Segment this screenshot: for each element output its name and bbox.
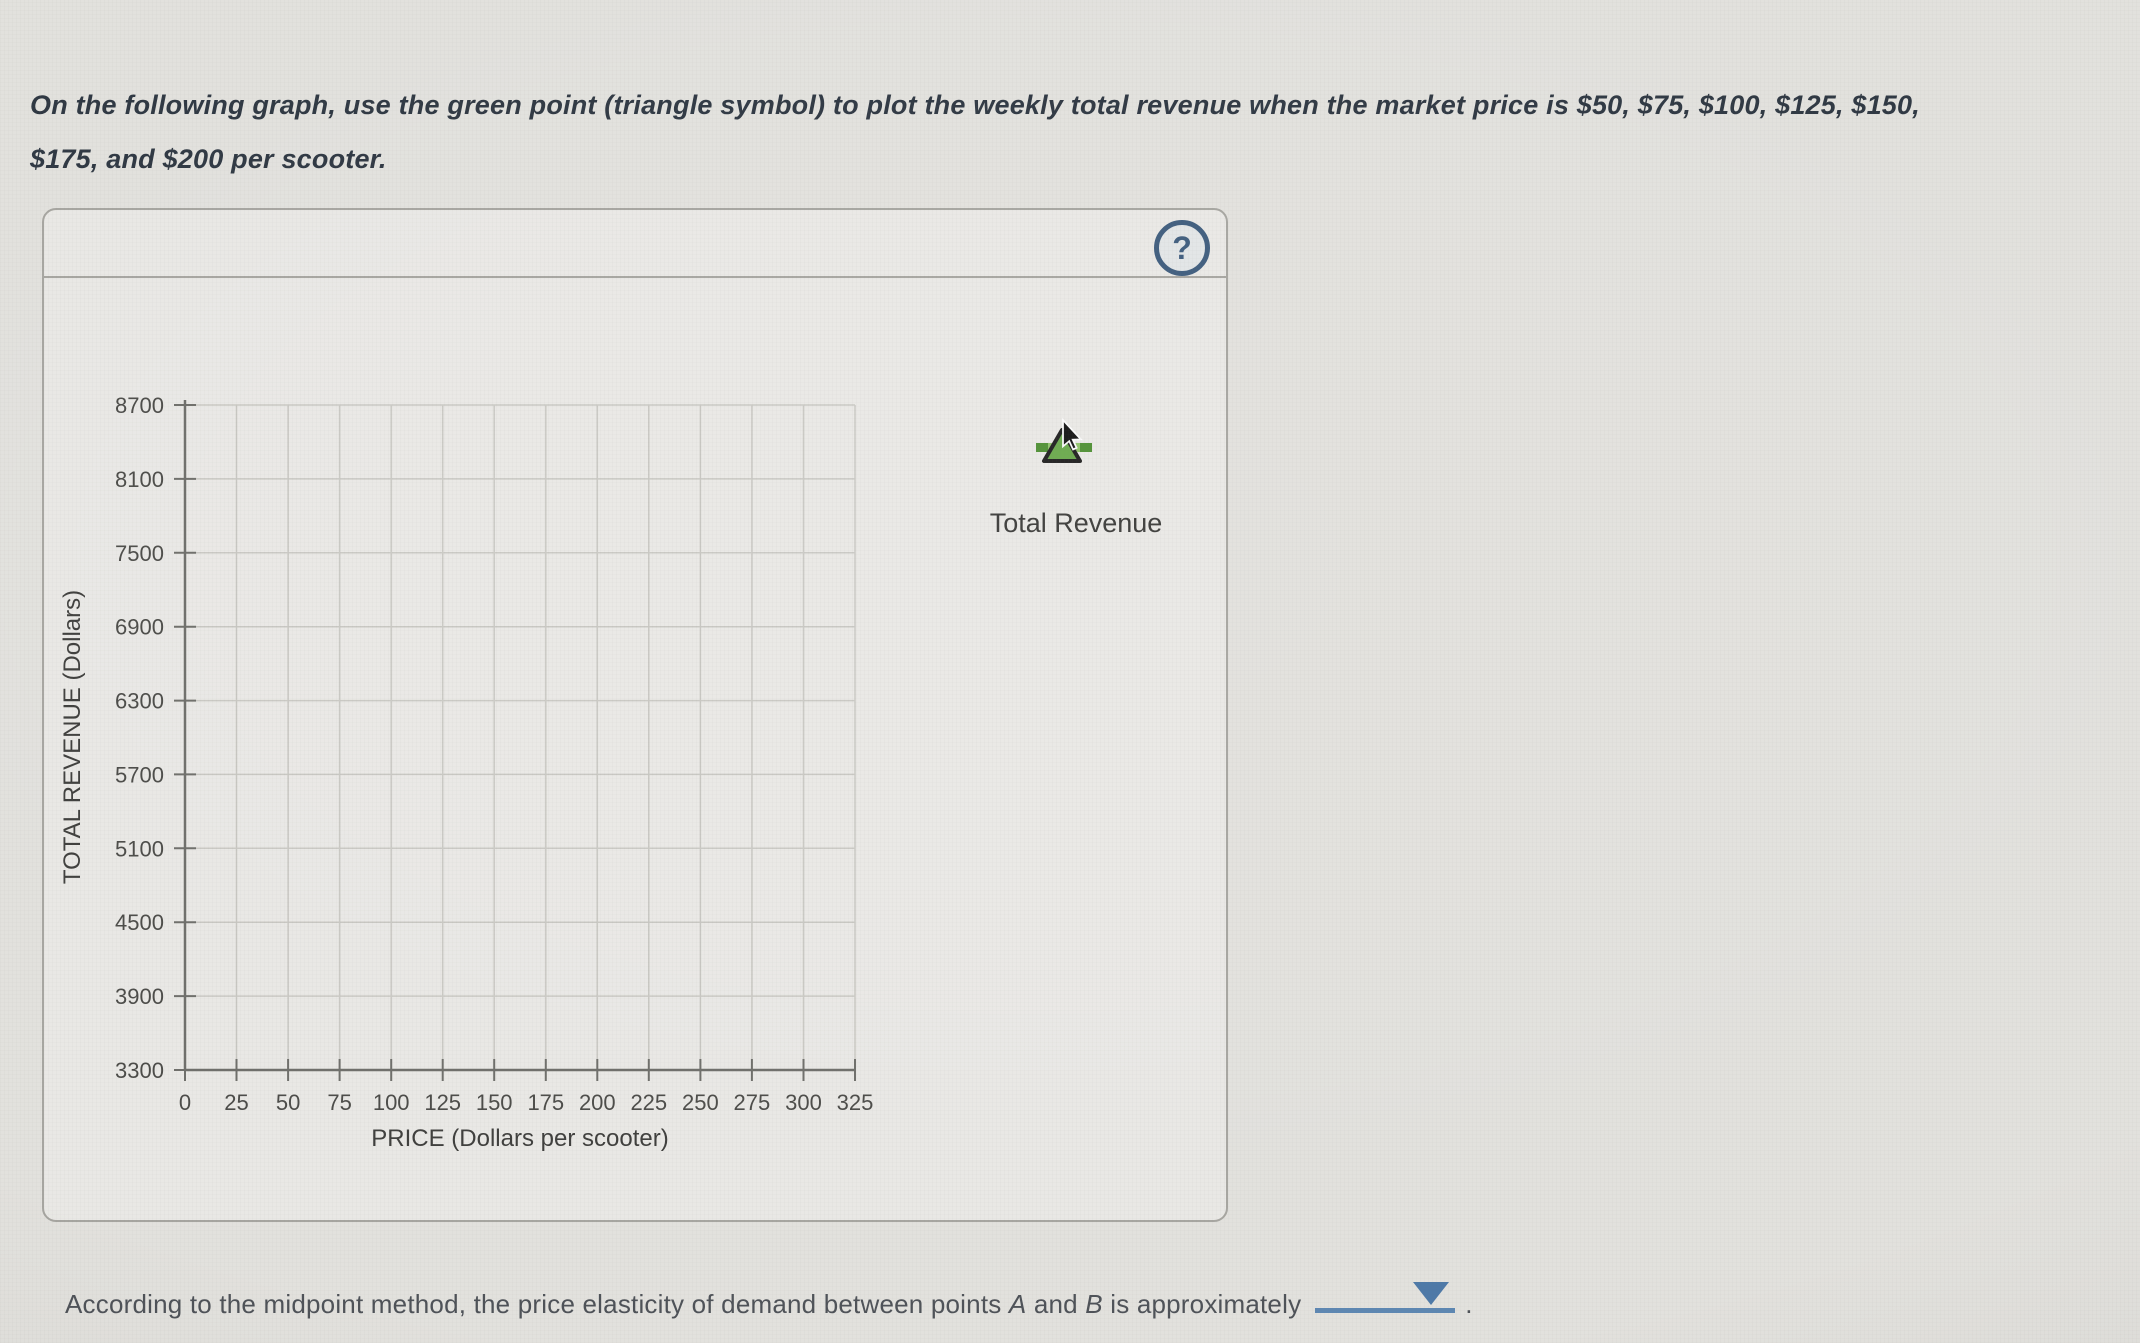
x-tick-marks xyxy=(184,1059,856,1081)
legend-label: Total Revenue xyxy=(990,508,1163,538)
x-tick-label: 250 xyxy=(682,1090,719,1115)
y-axis-title: TOTAL REVENUE (Dollars) xyxy=(59,590,86,884)
y-tick-label: 3900 xyxy=(115,984,164,1009)
y-tick-label: 3300 xyxy=(115,1058,164,1083)
x-tick-label: 125 xyxy=(424,1090,461,1115)
x-tick-label: 175 xyxy=(527,1090,564,1115)
y-tick-label: 6900 xyxy=(115,615,164,640)
y-tick-label: 7500 xyxy=(115,541,164,566)
legend-line-handle-left xyxy=(1036,443,1048,452)
instruction-text: On the following graph, use the green po… xyxy=(30,78,1920,186)
x-tick-label: 325 xyxy=(837,1090,874,1115)
graph-panel: ? xyxy=(42,208,1228,1222)
gridlines xyxy=(185,404,856,1070)
mouse-cursor-icon xyxy=(1062,417,1083,451)
x-tick-label: 75 xyxy=(327,1090,351,1115)
x-axis-title: PRICE (Dollars per scooter) xyxy=(371,1125,668,1152)
y-tick-label: 4500 xyxy=(115,910,164,935)
x-tick-label: 225 xyxy=(630,1090,667,1115)
y-tick-label: 5100 xyxy=(115,836,164,861)
point-a-label: A xyxy=(1008,1289,1027,1319)
y-tick-label: 5700 xyxy=(115,762,164,787)
x-tick-label: 0 xyxy=(179,1090,191,1115)
help-icon[interactable]: ? xyxy=(1154,220,1210,276)
question-before: According to the midpoint method, the pr… xyxy=(65,1289,1009,1319)
revenue-chart[interactable]: 8700 8100 7500 6900 6300 5700 5100 4500 … xyxy=(44,210,1226,1220)
question-period: . xyxy=(1465,1289,1473,1319)
elasticity-dropdown[interactable] xyxy=(1315,1280,1456,1313)
y-tick-marks xyxy=(174,404,196,1071)
x-tick-label: 200 xyxy=(579,1090,616,1115)
instruction-line-1: On the following graph, use the green po… xyxy=(30,90,1920,120)
y-tick-label: 8700 xyxy=(115,393,164,418)
legend-line-handle-right xyxy=(1080,443,1092,452)
axes xyxy=(183,400,855,1072)
question-mid: and xyxy=(1026,1289,1086,1319)
instruction-line-2: $175, and $200 per scooter. xyxy=(30,144,387,174)
x-tick-label: 275 xyxy=(734,1090,771,1115)
y-tick-labels: 8700 8100 7500 6900 6300 5700 5100 4500 … xyxy=(115,393,164,1083)
x-tick-label: 50 xyxy=(276,1090,300,1115)
x-tick-labels: 0 25 50 75 100 125 150 175 200 225 250 2… xyxy=(179,1090,873,1115)
x-tick-label: 150 xyxy=(476,1090,513,1115)
point-b-label: B xyxy=(1085,1289,1103,1319)
question-text: According to the midpoint method, the pr… xyxy=(65,1280,1473,1320)
y-tick-label: 8100 xyxy=(115,467,164,492)
x-tick-label: 25 xyxy=(224,1090,248,1115)
dropdown-caret-icon xyxy=(1413,1282,1450,1305)
question-after: is approximately xyxy=(1102,1289,1302,1319)
legend-symbol-total-revenue[interactable] xyxy=(1036,417,1092,463)
x-tick-label: 300 xyxy=(785,1090,822,1115)
x-tick-label: 100 xyxy=(373,1090,410,1115)
y-tick-label: 6300 xyxy=(115,689,164,714)
legend: Total Revenue xyxy=(990,417,1163,538)
panel-header: ? xyxy=(44,210,1226,278)
